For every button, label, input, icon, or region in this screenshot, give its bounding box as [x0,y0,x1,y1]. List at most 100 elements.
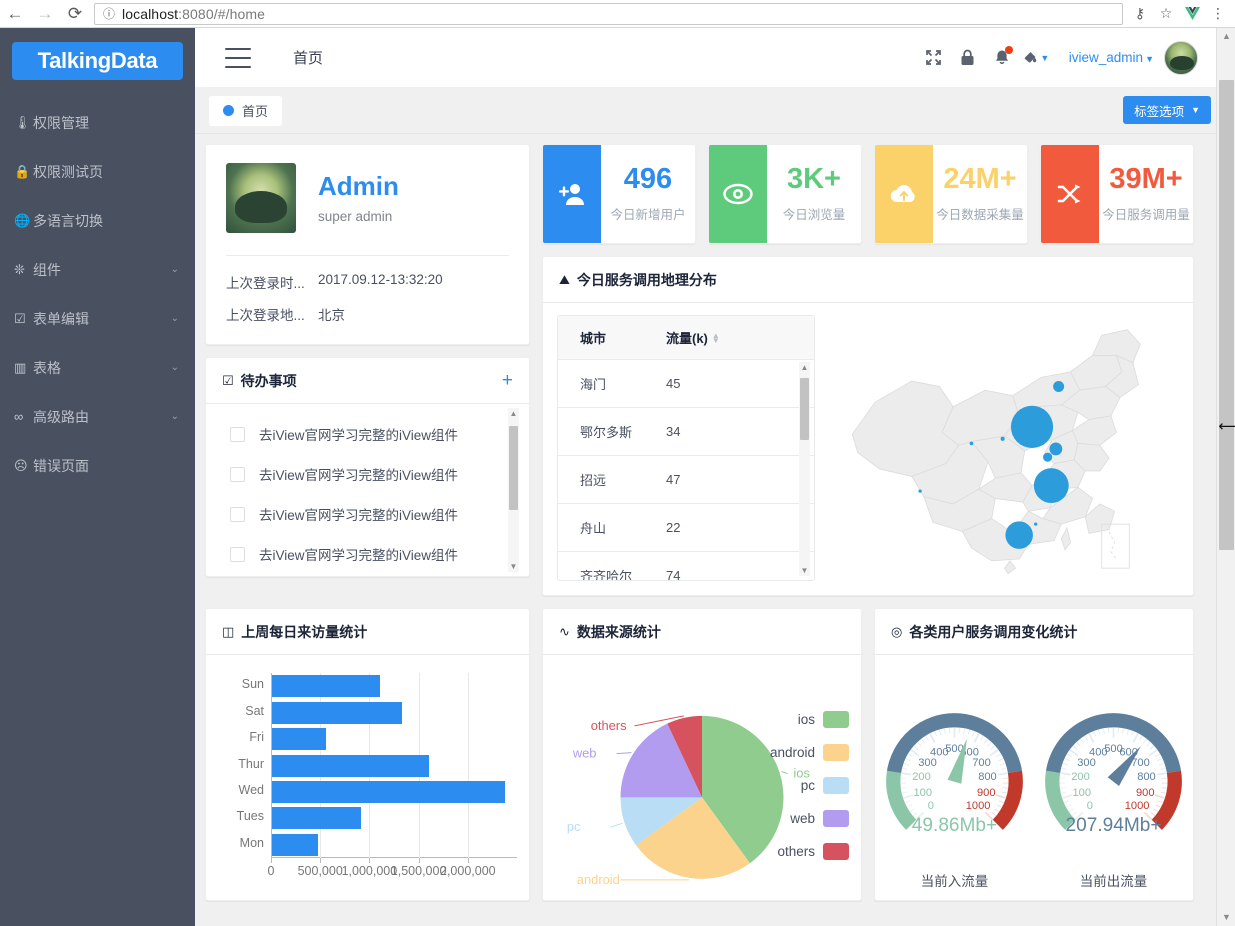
gauge-arc [886,713,1023,774]
scroll-up-icon[interactable]: ▲ [509,409,518,418]
list-item[interactable]: 去iView官网学习完整的iView组件 [206,494,529,534]
legend-item[interactable]: ios [770,703,849,736]
x-tick-label: 0 [267,864,275,878]
bar[interactable] [272,701,402,724]
bell-icon[interactable] [985,41,1019,75]
page-scrollbar[interactable]: ▲ ▼ [1216,28,1235,926]
chevron-down-icon[interactable]: ⌄ [170,264,179,275]
table-row[interactable]: 鄂尔多斯 34 [558,408,814,456]
pie-slice[interactable] [620,723,702,798]
gauge-tick [1064,758,1070,762]
sidebar-item-label: 表格 [33,359,61,376]
legend-item[interactable]: web [770,802,849,835]
list-item[interactable]: 去iView官网学习完整的iView组件 [206,534,529,574]
vue-extension-icon[interactable] [1179,1,1205,27]
sidebar-item-error-pages[interactable]: ☹ 错误页面 [0,441,195,490]
scroll-up-icon[interactable]: ▲ [800,363,809,372]
bar[interactable] [272,754,430,777]
gauge-tick [971,731,975,737]
brand-logo[interactable]: TalkingData [12,42,183,80]
paint-bucket-icon[interactable]: ▼ [1019,41,1053,75]
address-bar[interactable]: ⓘ localhost:8080/#/home [94,2,1123,25]
legend-label: pc [800,778,815,793]
chevron-down-icon[interactable]: ⌄ [170,411,179,422]
list-item[interactable]: 去iView官网学习完整的iView组件 [206,454,529,494]
add-todo-button[interactable]: + [501,369,513,391]
table-row[interactable]: 海门 45 [558,360,814,408]
sidebar-item-i18n[interactable]: 🌐 多语言切换 [0,196,195,245]
avatar[interactable] [1164,40,1198,75]
bar[interactable] [272,807,361,830]
scroll-thumb[interactable] [509,426,518,510]
reload-icon[interactable]: ⟳ [67,3,83,23]
sidebar-item-components[interactable]: ❊ 组件 ⌄ [0,245,195,294]
china-map[interactable] [815,315,1183,581]
back-arrow-icon[interactable]: ← [6,3,24,23]
chevron-down-icon[interactable]: ▼ [1040,52,1050,63]
tag-options-button[interactable]: 标签选项 ▼ [1123,96,1211,124]
forward-arrow-icon[interactable]: → [36,3,54,23]
tab-home[interactable]: 首页 [209,95,283,126]
pie-slice[interactable] [636,797,750,879]
y-tick-label: Fri [249,730,264,745]
lock-icon[interactable] [951,41,985,75]
scroll-down-icon[interactable]: ▼ [509,562,518,571]
legend-item[interactable]: android [770,736,849,769]
gauge-tick [1066,753,1073,758]
pie-slice[interactable] [667,715,702,798]
gauge-tick [1072,745,1078,750]
bar[interactable] [272,728,327,751]
todo-checkbox[interactable] [230,546,245,562]
table-row[interactable]: 招远 47 [558,456,814,504]
bar[interactable] [272,833,319,856]
legend-item[interactable]: pc [770,769,849,802]
legend-item[interactable]: others [770,835,849,868]
todo-scrollbar[interactable]: ▲ ▼ [508,408,519,572]
star-icon[interactable]: ☆ [1159,5,1173,21]
bar-row: Sat [245,701,517,724]
app-header: 首页 ▼ iview_admin ▼ [195,28,1216,88]
bar[interactable] [272,675,381,698]
sidebar-item-form-edit[interactable]: ☑ 表单编辑 ⌄ [0,294,195,343]
scroll-down-icon[interactable]: ▼ [1222,912,1231,922]
sidebar-item-permission-manage[interactable]: 🌡 权限管理 [0,98,195,147]
todo-checkbox[interactable] [230,426,245,442]
todo-checkbox[interactable] [230,466,245,482]
three-dot-menu-icon[interactable]: ⋮ [1211,5,1225,21]
pie-slice[interactable] [702,715,784,864]
todo-checkbox[interactable] [230,506,245,522]
map-svg [851,329,1141,575]
table-row[interactable]: 舟山 22 [558,504,814,552]
chevron-down-icon[interactable]: ⌄ [170,313,179,324]
pie-slice[interactable] [620,797,702,846]
gauge-tick [1157,758,1163,762]
user-menu-button[interactable]: iview_admin ▼ [1068,50,1154,65]
bottom-charts-row: ◫ 上周每日来访量统计 0 500,000 1,000,000 1,500,000 2,… [205,608,1194,901]
column-header-traffic[interactable]: 流量(k) ▲ ▼ [666,330,720,346]
table-icon: ▥ [14,359,27,375]
chevron-down-icon[interactable]: ⌄ [170,362,179,373]
pie-annotation: web [572,746,597,761]
table-row[interactable]: 齐齐哈尔 74 [558,552,814,580]
key-icon[interactable]: ⚷ [1134,5,1146,21]
sidebar-item-permission-test[interactable]: 🔒 权限测试页 [0,147,195,196]
legend-swatch [823,843,849,860]
chevron-down-icon: ▼ [1191,105,1200,115]
scroll-thumb[interactable] [800,378,809,440]
stat-caption: 今日浏览量 [782,208,846,222]
x-tick [369,858,371,863]
bar[interactable] [272,780,506,803]
gauge-outbound: 0 100 200 300 400 500 600 700 800 900 1000 207.94Mb… [1034,655,1193,900]
gauge-tick [929,732,936,743]
gauge-tick [1130,731,1134,737]
sidebar-item-table[interactable]: ▥ 表格 ⌄ [0,343,195,392]
scroll-thumb[interactable] [1219,80,1234,550]
table-scrollbar[interactable]: ▲ ▼ [799,362,810,576]
sort-icon[interactable]: ▲ ▼ [711,330,720,345]
list-item[interactable]: 去iView官网学习完整的iView组件 [206,414,529,454]
sidebar-item-advanced-router[interactable]: ∞ 高级路由 ⌄ [0,392,195,441]
scroll-down-icon[interactable]: ▼ [800,566,809,575]
hamburger-menu-icon[interactable] [225,47,251,68]
fullscreen-icon[interactable] [917,41,951,75]
scroll-up-icon[interactable]: ▲ [1222,31,1231,41]
